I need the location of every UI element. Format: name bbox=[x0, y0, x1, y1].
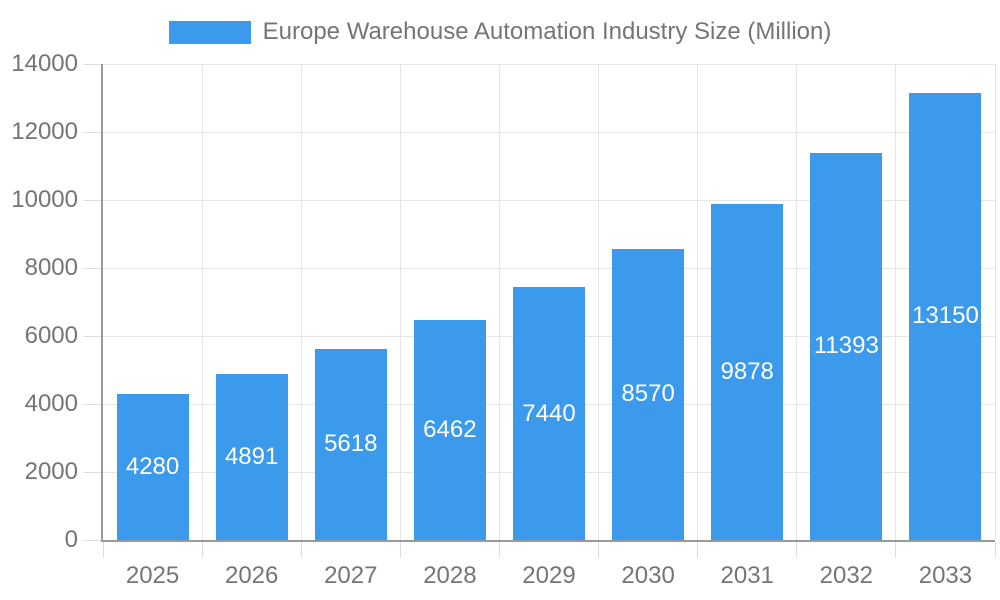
x-axis-tick bbox=[498, 542, 500, 558]
y-axis-tick-label: 10000 bbox=[11, 186, 78, 213]
bar-value-label: 4891 bbox=[224, 442, 279, 470]
x-axis-tick bbox=[300, 542, 302, 558]
grid-line-vertical bbox=[895, 64, 897, 540]
x-axis-tick bbox=[895, 542, 897, 558]
x-axis-tick-label: 2026 bbox=[224, 562, 279, 589]
x-axis-tick-label: 2028 bbox=[423, 562, 477, 589]
y-axis-tick bbox=[83, 335, 101, 337]
y-axis-tick bbox=[83, 63, 101, 65]
bar-value-label: 11393 bbox=[813, 332, 879, 360]
bar bbox=[612, 248, 685, 540]
bar bbox=[413, 320, 486, 540]
bar bbox=[810, 152, 883, 540]
x-axis-tick bbox=[994, 542, 996, 558]
grid-line-vertical bbox=[201, 64, 203, 540]
grid-line-vertical bbox=[796, 64, 798, 540]
x-axis-tick-label: 2029 bbox=[522, 562, 576, 589]
y-axis-tick bbox=[83, 199, 101, 201]
grid-line-vertical bbox=[399, 64, 401, 540]
y-axis-tick bbox=[83, 403, 101, 405]
bar bbox=[909, 92, 982, 540]
bar-value-label: 4280 bbox=[125, 453, 180, 481]
grid-line-horizontal bbox=[103, 63, 995, 65]
grid-line-vertical bbox=[300, 64, 302, 540]
x-axis-tick bbox=[399, 542, 401, 558]
x-axis-tick bbox=[102, 542, 104, 558]
y-axis-tick bbox=[83, 131, 101, 133]
bar bbox=[711, 204, 784, 540]
y-axis-tick bbox=[83, 539, 101, 541]
x-axis-tick-label: 2030 bbox=[621, 562, 675, 589]
bar-value-label: 7440 bbox=[522, 399, 576, 427]
y-axis-line bbox=[101, 64, 103, 542]
y-axis-tick-label: 2000 bbox=[24, 458, 78, 485]
x-axis-tick-label: 2032 bbox=[819, 562, 874, 589]
y-axis-tick-label: 4000 bbox=[24, 390, 78, 417]
grid-line-vertical bbox=[598, 64, 600, 540]
grid-line-vertical bbox=[498, 64, 500, 540]
x-axis-tick-label: 2033 bbox=[918, 562, 973, 589]
bar bbox=[513, 287, 585, 540]
bar-value-label: 13150 bbox=[912, 302, 979, 330]
y-axis-tick bbox=[83, 267, 101, 269]
bar bbox=[314, 348, 387, 540]
x-axis-tick-label: 2031 bbox=[720, 562, 774, 589]
y-axis-tick-label: 14000 bbox=[11, 50, 78, 77]
y-axis-tick-label: 12000 bbox=[11, 118, 78, 145]
y-axis-tick-label: 0 bbox=[64, 526, 78, 553]
x-axis-tick-label: 2027 bbox=[324, 562, 378, 589]
y-axis-tick-label: 6000 bbox=[24, 322, 78, 349]
x-axis-tick-label: 2025 bbox=[125, 562, 180, 589]
x-axis-tick bbox=[201, 542, 203, 558]
x-axis-tick bbox=[598, 542, 600, 558]
chart-legend: Europe Warehouse Automation Industry Siz… bbox=[0, 19, 1000, 45]
y-axis-tick-label: 8000 bbox=[24, 254, 78, 281]
y-axis-tick bbox=[83, 471, 101, 473]
x-axis-tick bbox=[796, 542, 798, 558]
grid-line-vertical bbox=[697, 64, 699, 540]
legend-label: Europe Warehouse Automation Industry Siz… bbox=[262, 18, 832, 45]
bar-value-label: 6462 bbox=[423, 416, 477, 444]
grid-line-horizontal bbox=[103, 267, 995, 269]
bar-value-label: 9878 bbox=[720, 358, 774, 386]
x-axis-line bbox=[101, 540, 995, 542]
grid-line-vertical bbox=[994, 64, 996, 540]
x-axis-tick bbox=[697, 542, 699, 558]
legend-swatch bbox=[168, 20, 251, 44]
bar bbox=[215, 373, 288, 540]
bar bbox=[116, 394, 189, 540]
grid-line-horizontal bbox=[103, 131, 995, 133]
grid-line-horizontal bbox=[103, 199, 995, 201]
bar-value-label: 5618 bbox=[324, 430, 378, 458]
bar-value-label: 8570 bbox=[621, 380, 675, 408]
